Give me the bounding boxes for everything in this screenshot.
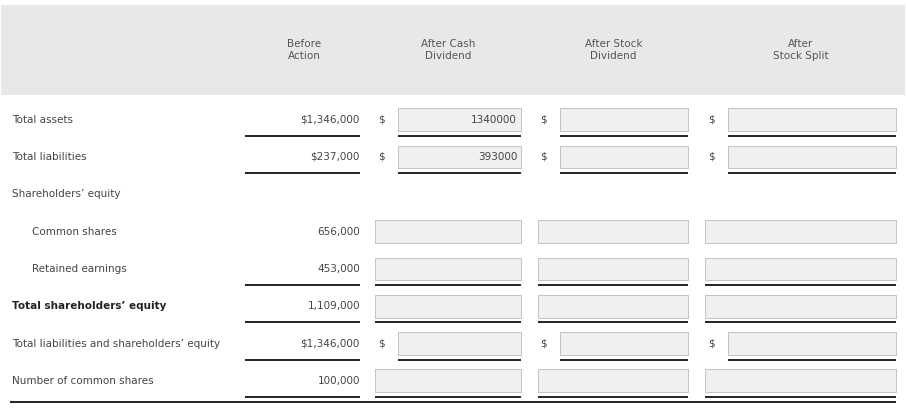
Text: $: $ <box>378 152 385 162</box>
FancyBboxPatch shape <box>705 220 895 243</box>
Text: Number of common shares: Number of common shares <box>12 376 154 386</box>
FancyBboxPatch shape <box>538 220 688 243</box>
FancyBboxPatch shape <box>398 146 521 168</box>
Text: After Cash
Dividend: After Cash Dividend <box>421 39 476 61</box>
FancyBboxPatch shape <box>728 332 895 355</box>
Text: $: $ <box>708 115 714 125</box>
Text: $1,346,000: $1,346,000 <box>301 115 360 125</box>
Text: 393000: 393000 <box>477 152 517 162</box>
FancyBboxPatch shape <box>538 258 688 280</box>
Text: $: $ <box>708 339 714 348</box>
FancyBboxPatch shape <box>728 108 895 131</box>
FancyBboxPatch shape <box>375 369 521 392</box>
Text: $237,000: $237,000 <box>311 152 360 162</box>
Text: $: $ <box>378 115 385 125</box>
Text: Before
Action: Before Action <box>287 39 321 61</box>
Text: $: $ <box>541 115 547 125</box>
Text: Total liabilities and shareholders’ equity: Total liabilities and shareholders’ equi… <box>12 339 220 348</box>
FancyBboxPatch shape <box>561 108 688 131</box>
Text: 453,000: 453,000 <box>317 264 360 274</box>
FancyBboxPatch shape <box>538 295 688 317</box>
FancyBboxPatch shape <box>561 332 688 355</box>
Text: Total shareholders’ equity: Total shareholders’ equity <box>12 301 167 311</box>
FancyBboxPatch shape <box>538 369 688 392</box>
Text: 1340000: 1340000 <box>471 115 517 125</box>
Text: 656,000: 656,000 <box>317 227 360 236</box>
Text: $: $ <box>541 339 547 348</box>
FancyBboxPatch shape <box>375 295 521 317</box>
Text: After
Stock Split: After Stock Split <box>773 39 829 61</box>
Text: After Stock
Dividend: After Stock Dividend <box>584 39 642 61</box>
FancyBboxPatch shape <box>705 258 895 280</box>
FancyBboxPatch shape <box>398 108 521 131</box>
Text: 1,109,000: 1,109,000 <box>307 301 360 311</box>
FancyBboxPatch shape <box>705 295 895 317</box>
FancyBboxPatch shape <box>705 369 895 392</box>
Text: Total assets: Total assets <box>12 115 73 125</box>
Text: $: $ <box>378 339 385 348</box>
Text: $: $ <box>708 152 714 162</box>
Text: $: $ <box>541 152 547 162</box>
FancyBboxPatch shape <box>561 146 688 168</box>
Text: Retained earnings: Retained earnings <box>32 264 127 274</box>
FancyBboxPatch shape <box>375 258 521 280</box>
Text: 100,000: 100,000 <box>317 376 360 386</box>
FancyBboxPatch shape <box>728 146 895 168</box>
Text: Total liabilities: Total liabilities <box>12 152 87 162</box>
Text: $1,346,000: $1,346,000 <box>301 339 360 348</box>
Bar <box>2 5 904 95</box>
Text: Shareholders’ equity: Shareholders’ equity <box>12 189 120 199</box>
Text: Common shares: Common shares <box>32 227 117 236</box>
FancyBboxPatch shape <box>375 220 521 243</box>
FancyBboxPatch shape <box>398 332 521 355</box>
